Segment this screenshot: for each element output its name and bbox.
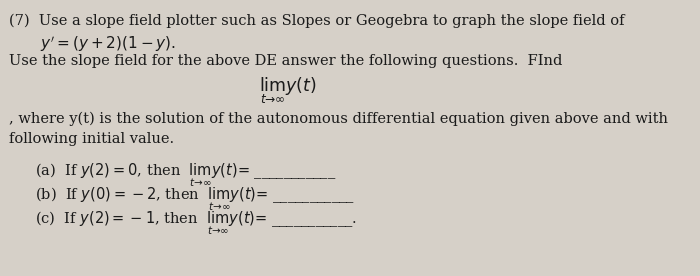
Text: (a)  If $y(2) = 0$, then  $\lim_{t \to \infty} y(t) = $ ___________: (a) If $y(2) = 0$, then $\lim_{t \to \in… — [34, 162, 336, 189]
Text: following initial value.: following initial value. — [8, 132, 174, 146]
Text: Use the slope field for the above DE answer the following questions.  FInd: Use the slope field for the above DE ans… — [8, 54, 562, 68]
Text: $\lim_{t \to \infty} y(t)$: $\lim_{t \to \infty} y(t)$ — [259, 76, 316, 106]
Text: , where y(t) is the solution of the autonomous differential equation given above: , where y(t) is the solution of the auto… — [8, 112, 668, 126]
Text: (b)  If $y(0) = -2$, then  $\lim_{t \to \infty} y(t) = $ ___________: (b) If $y(0) = -2$, then $\lim_{t \to \i… — [34, 186, 354, 213]
Text: (7)  Use a slope field plotter such as Slopes or Geogebra to graph the slope fie: (7) Use a slope field plotter such as Sl… — [8, 14, 624, 28]
Text: (c)  If $y(2) = -1$, then  $\lim_{t \to \infty} y(t) = $ ___________.: (c) If $y(2) = -1$, then $\lim_{t \to \i… — [34, 210, 356, 237]
Text: $y' = (y+2)(1-y).$: $y' = (y+2)(1-y).$ — [41, 34, 176, 54]
